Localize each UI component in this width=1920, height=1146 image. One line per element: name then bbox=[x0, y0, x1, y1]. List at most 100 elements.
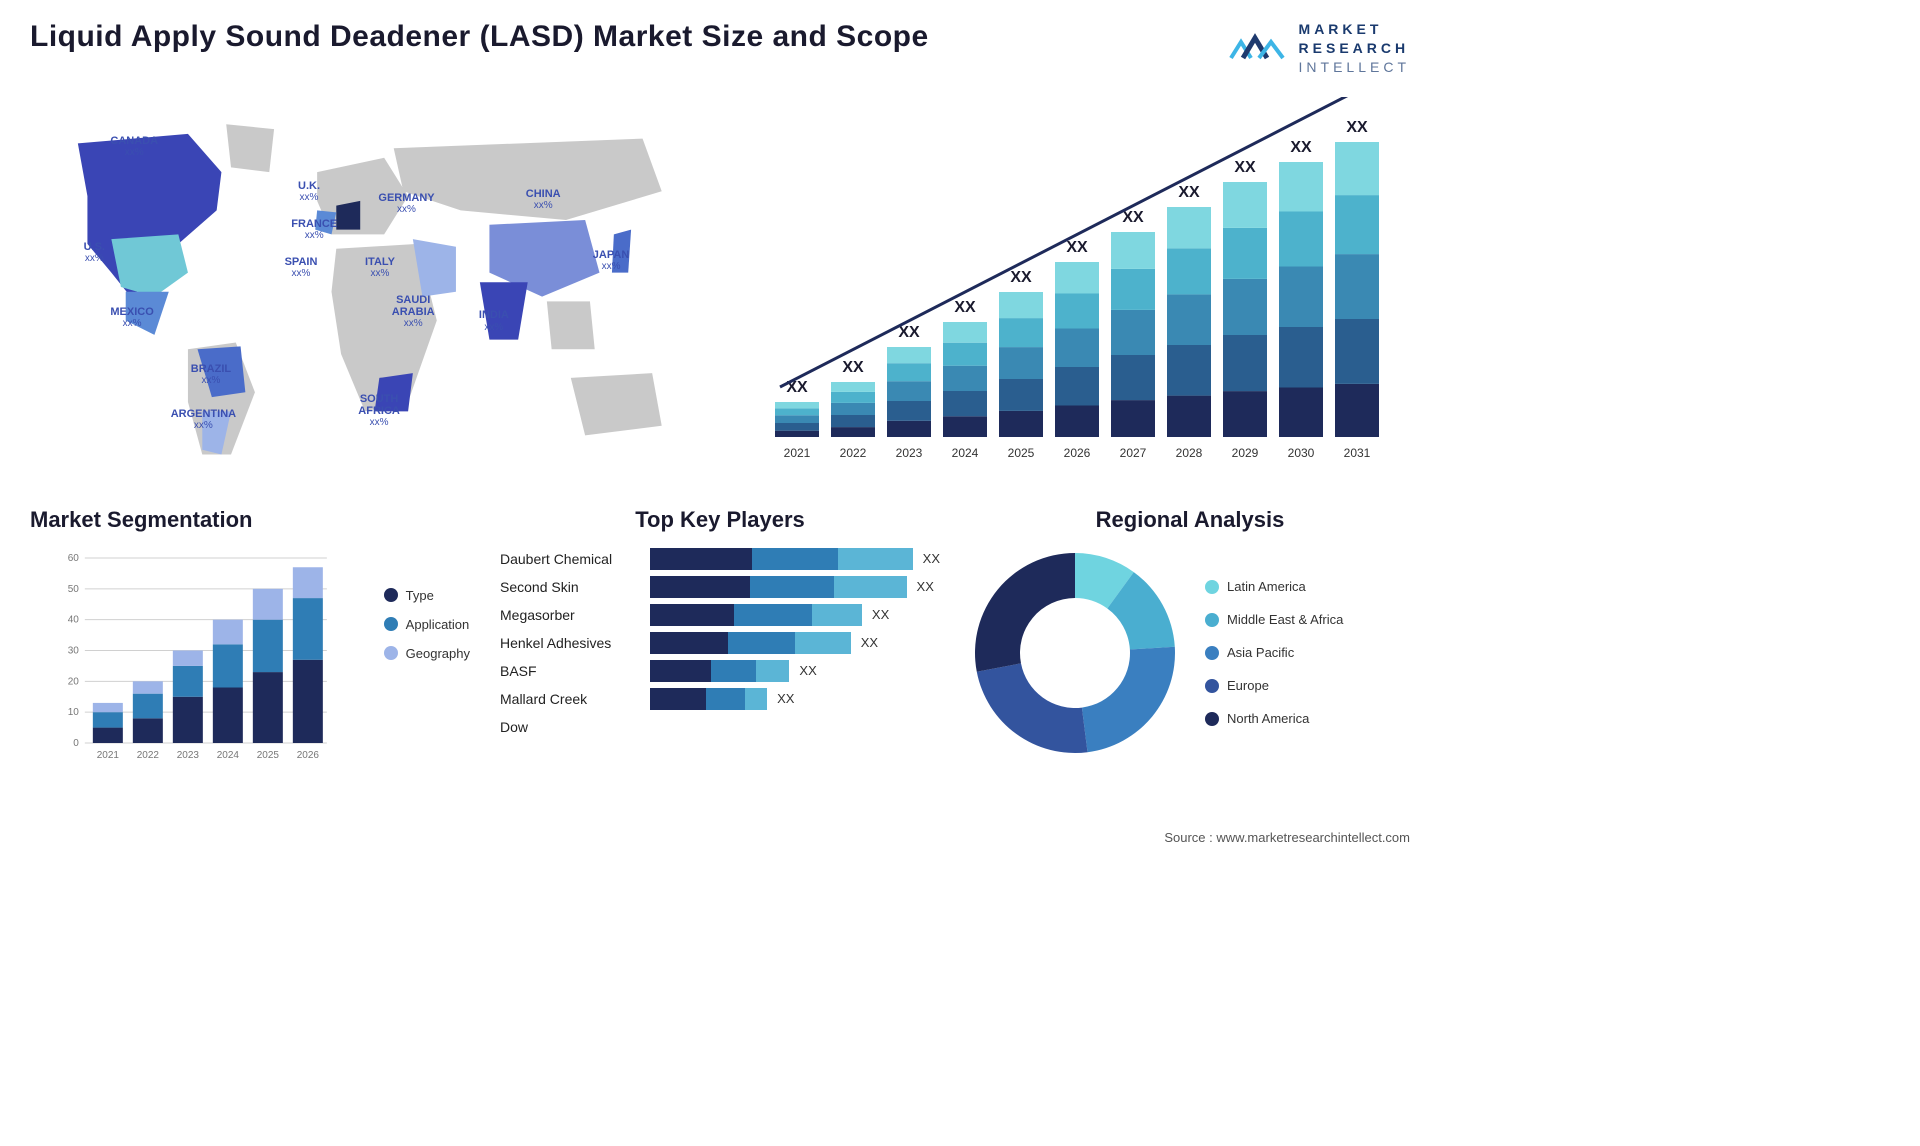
legend-label: Type bbox=[406, 588, 434, 603]
regional-panel: Regional Analysis Latin AmericaMiddle Ea… bbox=[970, 507, 1410, 768]
brand-logo: MARKET RESEARCH INTELLECT bbox=[1229, 20, 1410, 77]
player-value: XX bbox=[923, 551, 940, 566]
growth-bar-segment bbox=[1055, 262, 1099, 294]
player-bar-segment bbox=[734, 604, 812, 626]
seg-bar-segment bbox=[133, 718, 163, 743]
growth-bar-segment bbox=[1223, 335, 1267, 391]
map-country-label: MEXICOxx% bbox=[110, 306, 153, 329]
player-name: Megasorber bbox=[500, 607, 650, 623]
growth-bar-segment bbox=[943, 391, 987, 416]
player-bar bbox=[650, 632, 851, 654]
growth-year-label: 2027 bbox=[1120, 446, 1147, 460]
segmentation-legend: Type Application Geography bbox=[384, 548, 470, 661]
map-country-label: GERMANYxx% bbox=[378, 192, 434, 215]
seg-bar-segment bbox=[293, 567, 323, 598]
world-map-panel: CANADAxx%U.S.xx%MEXICOxx%BRAZILxx%ARGENT… bbox=[30, 97, 700, 477]
player-bar-segment bbox=[650, 632, 728, 654]
player-name: BASF bbox=[500, 663, 650, 679]
regional-legend-item: Middle East & Africa bbox=[1205, 612, 1343, 627]
growth-year-label: 2031 bbox=[1344, 446, 1371, 460]
seg-year-label: 2026 bbox=[297, 750, 320, 761]
player-row: Dow bbox=[500, 716, 940, 738]
growth-bar-segment bbox=[1335, 254, 1379, 319]
player-value: XX bbox=[777, 691, 794, 706]
legend-dot-icon bbox=[1205, 679, 1219, 693]
legend-dot-icon bbox=[384, 617, 398, 631]
player-bar-segment bbox=[650, 660, 711, 682]
seg-year-label: 2021 bbox=[97, 750, 120, 761]
growth-chart-panel: XX2021XX2022XX2023XX2024XX2025XX2026XX20… bbox=[740, 97, 1410, 477]
legend-label: Geography bbox=[406, 646, 470, 661]
legend-label: Latin America bbox=[1227, 579, 1306, 594]
growth-bar-segment bbox=[1335, 319, 1379, 384]
growth-bar-segment bbox=[1167, 345, 1211, 396]
growth-bar-segment bbox=[1167, 207, 1211, 248]
player-value: XX bbox=[872, 607, 889, 622]
growth-bar-segment bbox=[999, 318, 1043, 347]
seg-bar-segment bbox=[253, 672, 283, 743]
growth-bar-segment bbox=[999, 292, 1043, 318]
player-bar-segment bbox=[650, 548, 752, 570]
growth-bar-chart: XX2021XX2022XX2023XX2024XX2025XX2026XX20… bbox=[740, 97, 1410, 477]
growth-bar-segment bbox=[1335, 142, 1379, 195]
player-row: Second Skin XX bbox=[500, 576, 940, 598]
seg-bar-segment bbox=[93, 703, 123, 712]
player-bar bbox=[650, 604, 862, 626]
seg-y-tick: 30 bbox=[68, 645, 80, 656]
player-bar-segment bbox=[812, 604, 862, 626]
growth-bar-segment bbox=[1167, 248, 1211, 294]
growth-bar-value: XX bbox=[1234, 159, 1256, 176]
player-bar-segment bbox=[756, 660, 789, 682]
growth-bar-segment bbox=[943, 365, 987, 390]
seg-bar-segment bbox=[213, 644, 243, 687]
map-country-label: JAPANxx% bbox=[593, 249, 629, 272]
logo-line1: MARKET bbox=[1299, 20, 1410, 39]
donut-segment bbox=[1082, 646, 1175, 751]
seg-bar-segment bbox=[253, 589, 283, 620]
player-name: Mallard Creek bbox=[500, 691, 650, 707]
player-name: Second Skin bbox=[500, 579, 650, 595]
map-country-label: FRANCExx% bbox=[291, 218, 337, 241]
legend-label: Middle East & Africa bbox=[1227, 612, 1343, 627]
seg-year-label: 2022 bbox=[137, 750, 160, 761]
seg-legend-item: Application bbox=[384, 617, 470, 632]
segmentation-bar-chart: 0102030405060202120222023202420252026 bbox=[30, 548, 364, 768]
growth-year-label: 2022 bbox=[840, 446, 867, 460]
growth-bar-segment bbox=[1167, 294, 1211, 345]
logo-line3: INTELLECT bbox=[1299, 58, 1410, 77]
growth-year-label: 2021 bbox=[784, 446, 811, 460]
player-value: XX bbox=[861, 635, 878, 650]
growth-year-label: 2029 bbox=[1232, 446, 1259, 460]
growth-bar-segment bbox=[1279, 327, 1323, 388]
player-bar bbox=[650, 660, 789, 682]
source-text: Source : www.marketresearchintellect.com bbox=[1164, 830, 1410, 845]
growth-bar-segment bbox=[1223, 279, 1267, 335]
growth-bar-segment bbox=[1335, 384, 1379, 437]
player-bar-segment bbox=[650, 576, 750, 598]
seg-bar-segment bbox=[173, 666, 203, 697]
map-country-label: SAUDIARABIAxx% bbox=[392, 294, 435, 329]
growth-bar-segment bbox=[775, 402, 819, 408]
legend-dot-icon bbox=[1205, 613, 1219, 627]
player-bar-segment bbox=[650, 688, 706, 710]
seg-y-tick: 50 bbox=[68, 584, 80, 595]
growth-bar-segment bbox=[999, 411, 1043, 437]
player-bar-segment bbox=[650, 604, 734, 626]
player-name: Daubert Chemical bbox=[500, 551, 650, 567]
seg-bar-segment bbox=[293, 659, 323, 742]
growth-bar-segment bbox=[831, 415, 875, 427]
growth-bar-segment bbox=[887, 401, 931, 421]
seg-bar-segment bbox=[293, 598, 323, 660]
legend-label: North America bbox=[1227, 711, 1309, 726]
map-country-label: BRAZILxx% bbox=[191, 363, 231, 386]
map-country-label: SPAINxx% bbox=[285, 256, 318, 279]
player-bar-segment bbox=[838, 548, 913, 570]
growth-bar-segment bbox=[831, 427, 875, 437]
seg-bar-segment bbox=[133, 693, 163, 718]
seg-y-tick: 40 bbox=[68, 614, 80, 625]
seg-y-tick: 10 bbox=[68, 707, 80, 718]
regional-legend-item: Latin America bbox=[1205, 579, 1343, 594]
seg-bar-segment bbox=[93, 712, 123, 727]
seg-bar-segment bbox=[213, 619, 243, 644]
legend-dot-icon bbox=[384, 646, 398, 660]
